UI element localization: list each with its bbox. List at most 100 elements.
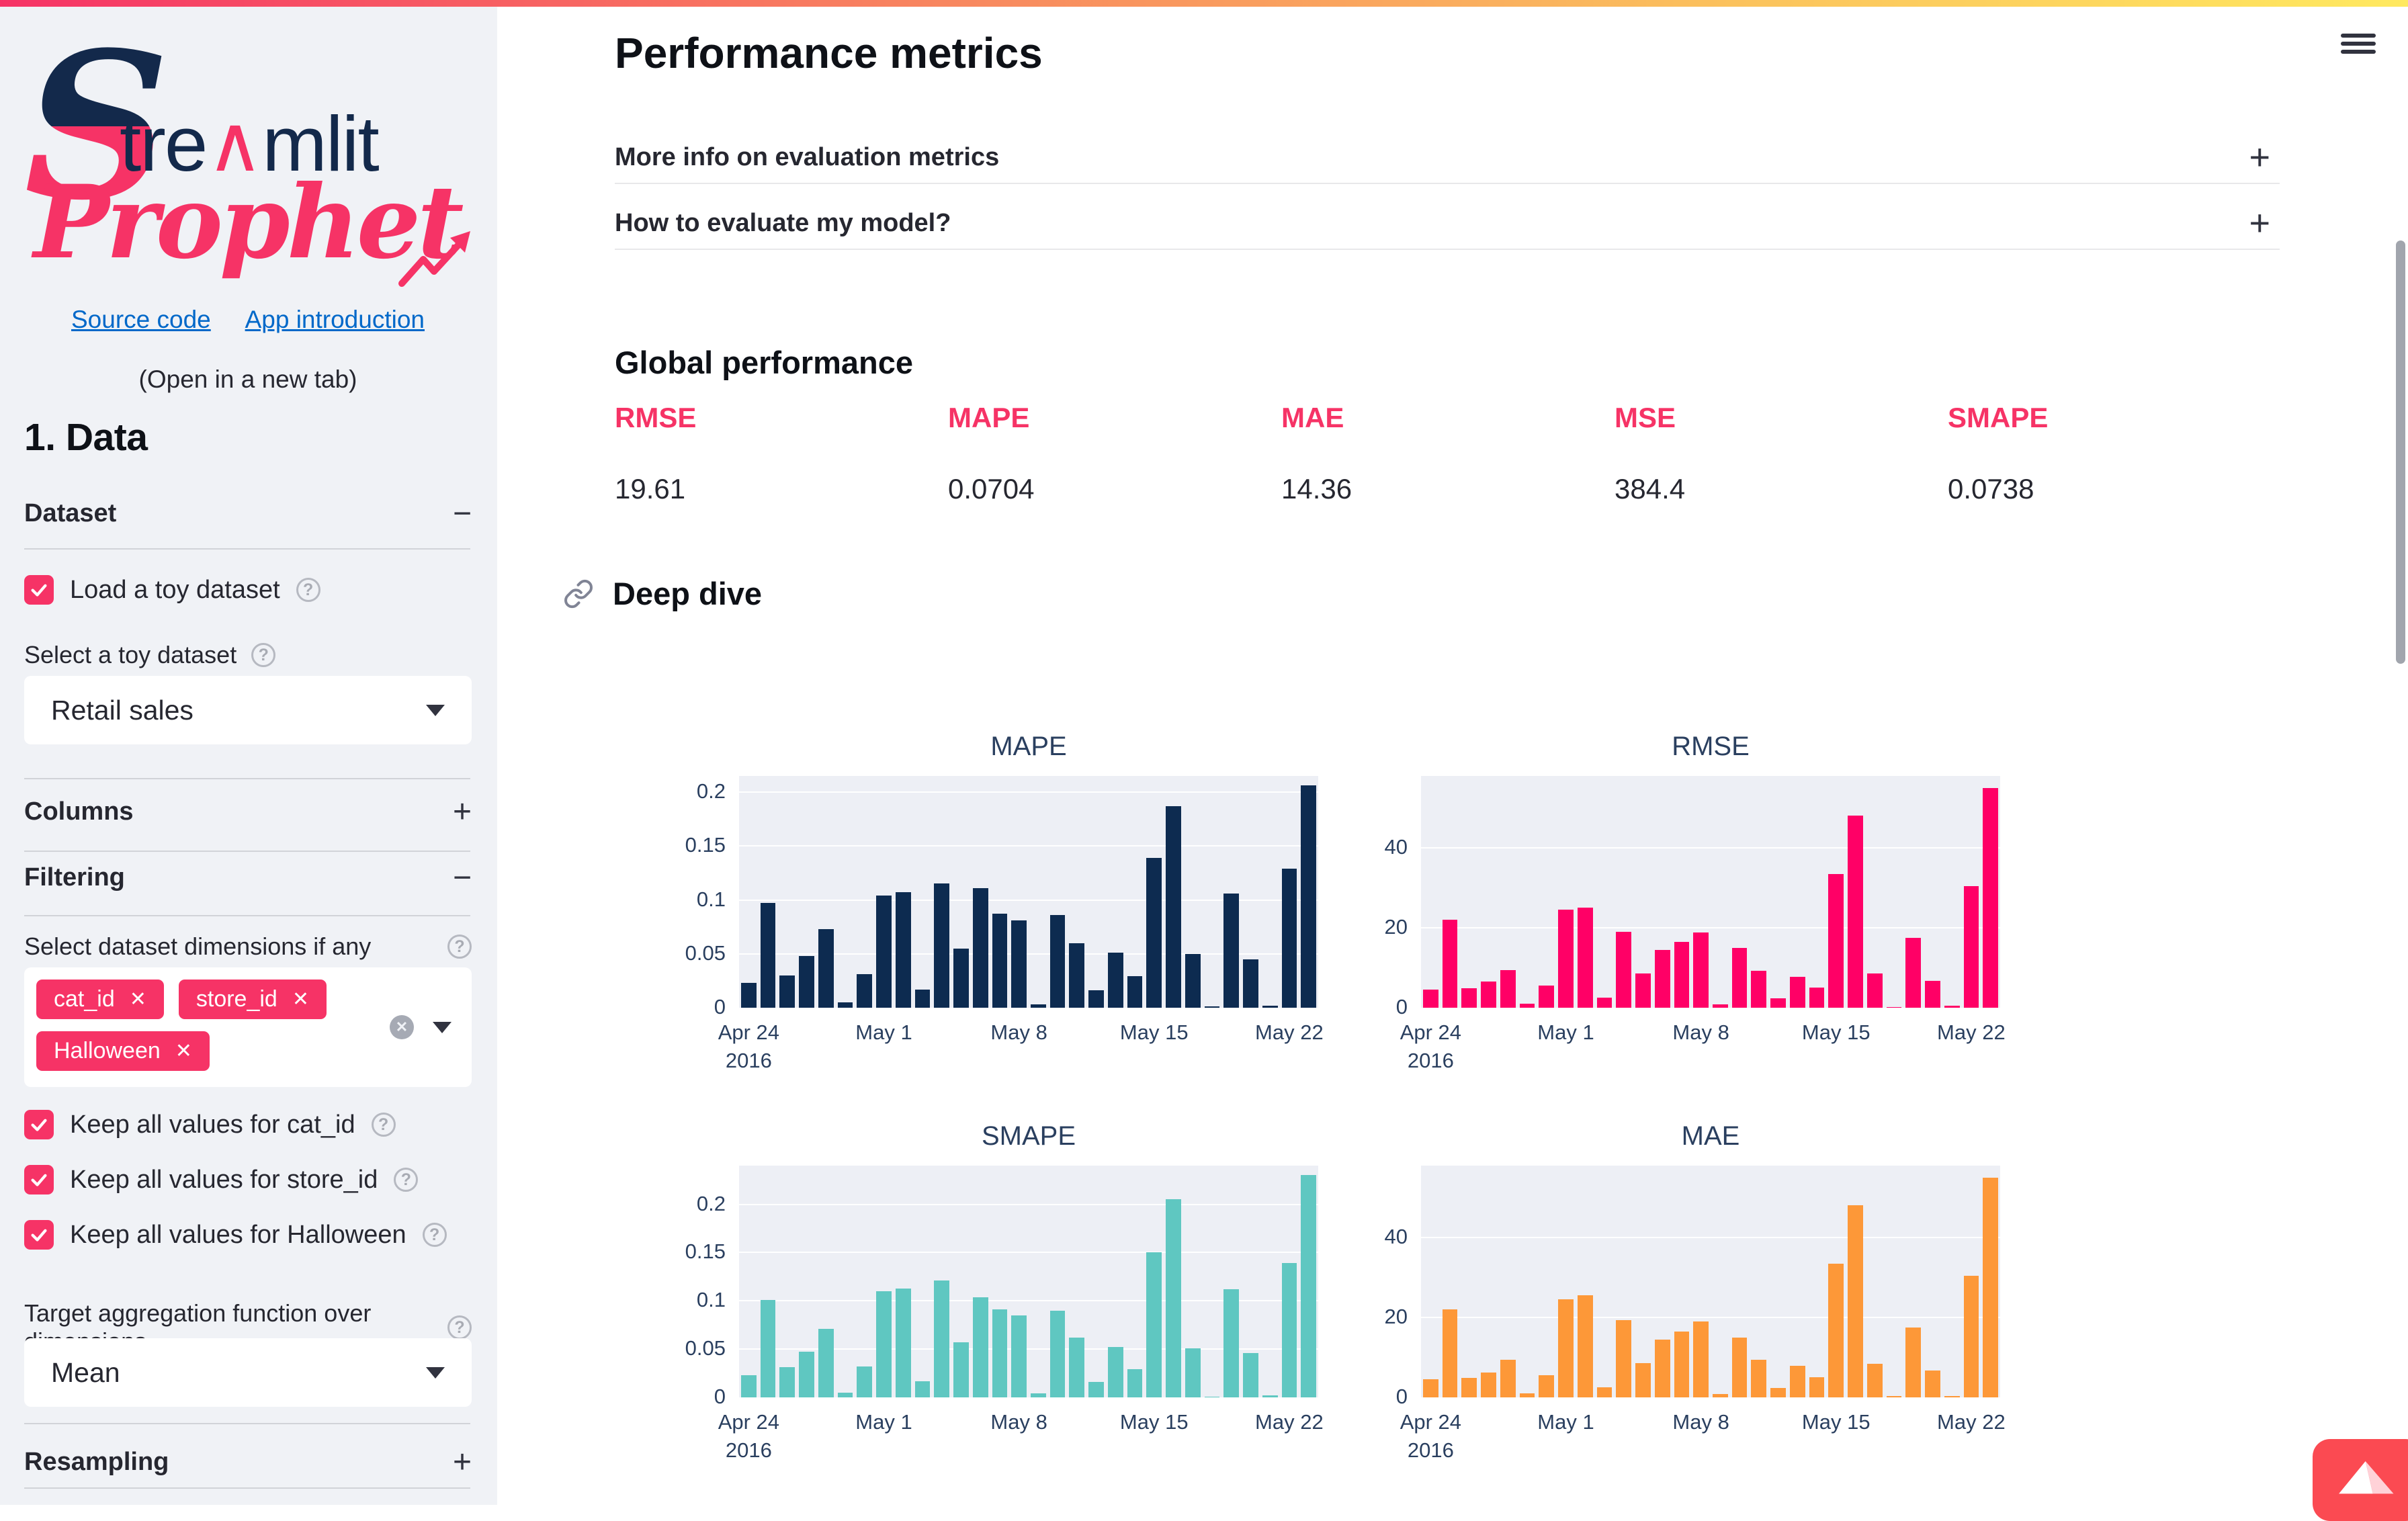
collapse-icon: − xyxy=(452,495,472,531)
bar xyxy=(1674,1331,1690,1397)
bar xyxy=(1185,1348,1201,1397)
metric-mae: MAE 14.36 xyxy=(1281,402,1615,505)
checkbox-checked-icon[interactable] xyxy=(24,575,54,605)
dimension-tag-cat_id[interactable]: cat_id ✕ xyxy=(36,980,164,1019)
bar xyxy=(1442,1309,1458,1397)
chart-plot[interactable] xyxy=(739,776,1318,1008)
source-code-link[interactable]: Source code xyxy=(71,306,211,333)
dimension-tag-halloween[interactable]: Halloween ✕ xyxy=(36,1031,210,1071)
y-axis-tick: 0 xyxy=(714,1385,726,1408)
global-performance-title: Global performance xyxy=(615,345,913,380)
anchor-link-icon[interactable] xyxy=(563,578,594,609)
dimensions-multiselect[interactable]: cat_id ✕ store_id ✕ Halloween ✕ ✕ xyxy=(24,967,472,1087)
expander-how-to-evaluate[interactable]: How to evaluate my model? + xyxy=(615,202,2280,244)
bar xyxy=(1751,1360,1767,1397)
hamburger-menu-icon[interactable] xyxy=(2341,34,2376,54)
gridline xyxy=(739,1203,1318,1205)
help-icon[interactable]: ? xyxy=(394,1168,419,1192)
y-axis-tick: 0.15 xyxy=(685,1240,726,1264)
x-axis-tick: May 1 xyxy=(855,1410,912,1434)
checkbox-checked-icon[interactable] xyxy=(24,1110,54,1139)
toy-dataset-select[interactable]: Retail sales xyxy=(24,676,472,744)
bar xyxy=(1539,986,1555,1008)
clear-all-icon[interactable]: ✕ xyxy=(390,1015,414,1039)
bar xyxy=(1461,988,1477,1008)
gridline xyxy=(1421,927,2000,929)
aggregation-select[interactable]: Mean xyxy=(24,1338,472,1407)
x-axis-tick: May 8 xyxy=(1672,1020,1729,1044)
bar xyxy=(1983,787,1998,1008)
checkbox-checked-icon[interactable] xyxy=(24,1165,54,1194)
keep-values-checkbox-row[interactable]: Keep all values for store_id? xyxy=(24,1165,472,1194)
checkbox-label: Keep all values for store_id xyxy=(70,1165,378,1194)
chart-plot[interactable] xyxy=(739,1166,1318,1397)
expander-dataset[interactable]: Dataset − xyxy=(24,496,472,531)
help-icon[interactable]: ? xyxy=(447,935,472,959)
help-icon[interactable]: ? xyxy=(251,643,276,667)
remove-tag-icon[interactable]: ✕ xyxy=(175,1040,192,1062)
bar xyxy=(1616,1320,1632,1397)
app-introduction-link[interactable]: App introduction xyxy=(245,306,425,333)
scrollbar-thumb[interactable] xyxy=(2396,241,2405,664)
logo-big-letter: S S xyxy=(24,7,170,245)
bar xyxy=(1107,953,1123,1008)
keep-values-checkbox-row[interactable]: Keep all values for cat_id? xyxy=(24,1110,472,1139)
bar xyxy=(779,1367,796,1397)
gridline xyxy=(1421,1317,2000,1319)
bar xyxy=(1983,1177,1998,1397)
chevron-down-icon[interactable] xyxy=(433,1021,452,1033)
bar xyxy=(914,989,931,1008)
bar xyxy=(741,983,757,1008)
metric-value: 384.4 xyxy=(1615,473,1686,505)
bar xyxy=(934,1280,950,1397)
help-icon[interactable]: ? xyxy=(296,578,320,602)
expander-resampling-label: Resampling xyxy=(24,1447,169,1476)
chart-plot[interactable] xyxy=(1421,1166,2000,1397)
x-axis-tick: May 15 xyxy=(1801,1410,1870,1434)
checkbox-checked-icon[interactable] xyxy=(24,1220,54,1250)
bar xyxy=(1166,1199,1181,1397)
bar xyxy=(1146,1252,1162,1397)
bar xyxy=(972,887,988,1008)
bar xyxy=(1539,1375,1555,1397)
metric-label: MAE xyxy=(1281,402,1344,433)
help-icon[interactable]: ? xyxy=(371,1113,396,1137)
bar xyxy=(1423,990,1438,1008)
expander-more-info-metrics[interactable]: More info on evaluation metrics + xyxy=(615,136,2280,178)
bar xyxy=(1713,1004,1728,1008)
expander-resampling[interactable]: Resampling + xyxy=(24,1444,472,1480)
load-toy-dataset-checkbox-row[interactable]: Load a toy dataset ? xyxy=(24,575,472,605)
expander-filtering[interactable]: Filtering − xyxy=(24,860,472,896)
bar xyxy=(1262,1005,1278,1008)
toy-dataset-field-label: Select a toy dataset ? xyxy=(24,641,472,669)
help-icon[interactable]: ? xyxy=(422,1223,447,1247)
dimension-tag-store_id[interactable]: store_id ✕ xyxy=(178,980,327,1019)
keep-values-checkbox-row[interactable]: Keep all values for Halloween? xyxy=(24,1220,472,1250)
tag-label: Halloween xyxy=(54,1038,161,1063)
divider xyxy=(24,915,470,916)
remove-tag-icon[interactable]: ✕ xyxy=(129,988,146,1010)
bar xyxy=(1713,1393,1728,1397)
help-icon[interactable]: ? xyxy=(447,1315,472,1340)
bar xyxy=(1905,937,1922,1008)
metric-value: 14.36 xyxy=(1281,473,1352,505)
bar xyxy=(1925,980,1940,1008)
global-metrics-row: RMSE 19.61 MAPE 0.0704 MAE 14.36 MSE 384.4 SMAPE… xyxy=(615,402,2281,505)
bar xyxy=(1770,1388,1786,1397)
metric-mape: MAPE 0.0704 xyxy=(948,402,1281,505)
bar xyxy=(992,1309,1008,1397)
chevron-down-icon xyxy=(426,1366,445,1379)
streamlit-badge[interactable] xyxy=(2313,1439,2408,1521)
remove-tag-icon[interactable]: ✕ xyxy=(292,988,309,1010)
y-axis-tick: 20 xyxy=(1384,915,1408,939)
y-axis-tick: 0.1 xyxy=(696,1288,726,1312)
divider xyxy=(24,778,470,779)
x-axis-tick: May 22 xyxy=(1255,1020,1324,1044)
chart-plot[interactable] xyxy=(1421,776,2000,1008)
x-axis-tick: May 1 xyxy=(855,1020,912,1044)
bar xyxy=(1635,973,1651,1008)
bar xyxy=(799,955,814,1008)
y-axis-tick: 20 xyxy=(1384,1305,1408,1329)
expander-columns[interactable]: Columns + xyxy=(24,794,472,830)
bar xyxy=(1866,973,1883,1008)
